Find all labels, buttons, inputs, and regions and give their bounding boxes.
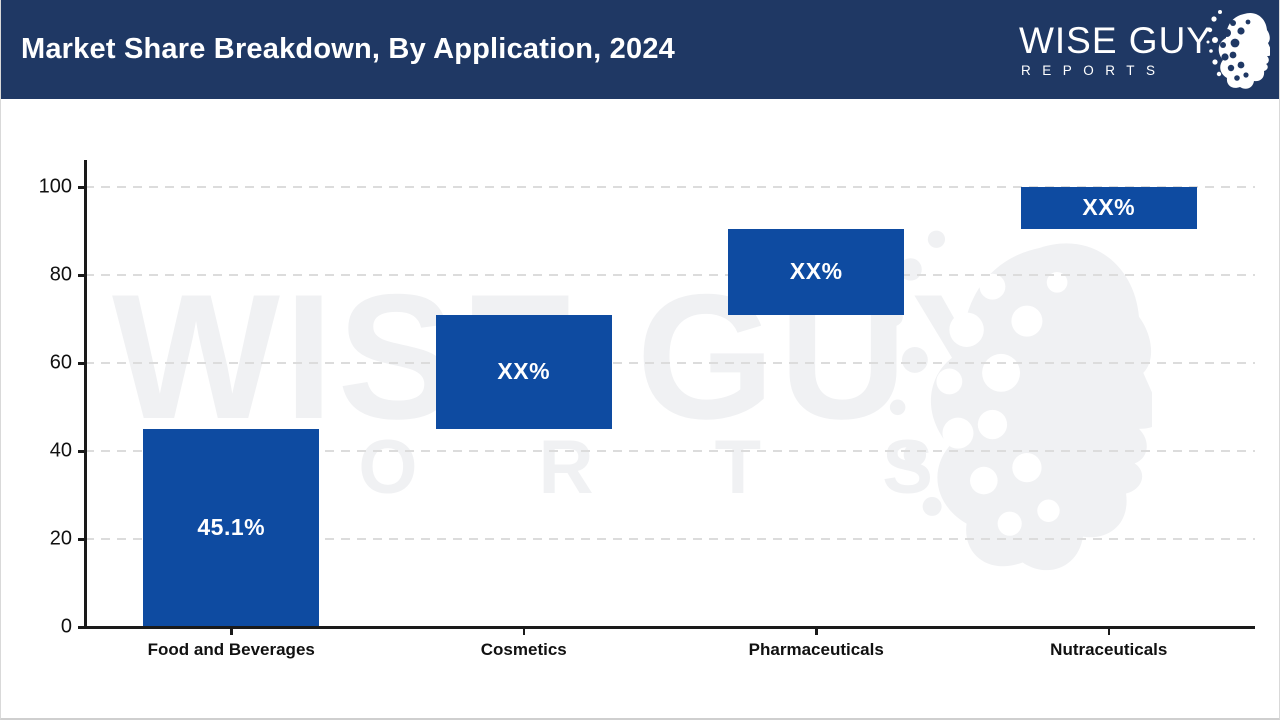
logo-head-icon — [1206, 9, 1270, 89]
y-axis-tick-60 — [78, 362, 85, 365]
y-axis-tick-0 — [78, 626, 85, 629]
x-axis-tick-1 — [522, 628, 526, 635]
bar-value-label: 45.1% — [197, 514, 266, 541]
x-axis-line — [84, 626, 1255, 629]
bar-food-and-beverages: 45.1% — [143, 428, 320, 627]
y-axis-label-0: 0 — [60, 615, 72, 638]
x-axis-label-2: Pharmaceuticals — [748, 640, 884, 659]
y-axis-line — [84, 160, 87, 628]
bar-value-label: XX% — [497, 358, 551, 385]
y-axis-tick-40 — [78, 450, 85, 453]
x-axis-label-1: Cosmetics — [480, 640, 567, 659]
y-axis-label-80: 80 — [49, 263, 72, 286]
logo-text: WISE GUY REPORTS — [1019, 22, 1212, 78]
bar-pharmaceuticals: XX% — [728, 228, 905, 315]
header-bar: Market Share Breakdown, By Application, … — [0, 0, 1280, 99]
bar-value-label: XX% — [789, 258, 843, 285]
x-axis-tick-0 — [230, 628, 233, 635]
x-axis-label-3: Nutraceuticals — [1050, 640, 1168, 659]
y-axis-label-60: 60 — [49, 351, 72, 374]
y-axis-label-40: 40 — [49, 439, 72, 462]
chart-title: Market Share Breakdown, By Application, … — [21, 33, 675, 65]
bar-value-label: XX% — [1082, 194, 1136, 221]
logo-wordmark: WISE GUY — [1018, 19, 1212, 61]
gridline-y-100 — [85, 186, 1255, 188]
x-axis-label-0: Food and Beverages — [147, 640, 315, 659]
bar-nutraceuticals: XX% — [1020, 187, 1197, 229]
bar-cosmetics: XX% — [435, 314, 612, 429]
gridline-y-40 — [85, 450, 1255, 452]
gridline-y-80 — [85, 274, 1255, 276]
y-axis-tick-100 — [78, 186, 85, 189]
logo-subtitle: REPORTS — [1020, 62, 1167, 78]
x-axis-tick-2 — [815, 628, 818, 635]
y-axis-tick-20 — [78, 538, 85, 541]
gridline-y-60 — [85, 362, 1255, 364]
x-axis-tick-3 — [1107, 628, 1111, 635]
gridline-y-20 — [85, 538, 1255, 540]
wise-guy-reports-logo: WISE GUY REPORTS — [1019, 8, 1280, 92]
y-axis-label-20: 20 — [49, 527, 72, 550]
y-axis-tick-80 — [78, 274, 85, 277]
watermark-head-graphic — [878, 230, 1152, 571]
y-axis-label-100: 100 — [38, 175, 72, 198]
